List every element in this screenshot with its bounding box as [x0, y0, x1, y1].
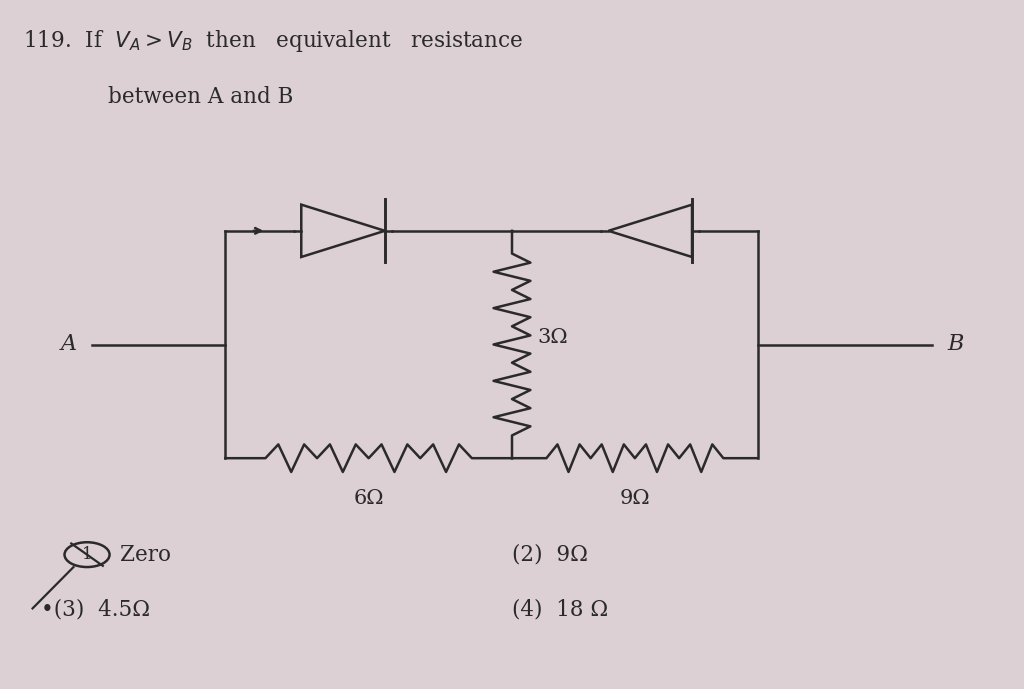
- Text: (2)  9Ω: (2) 9Ω: [512, 544, 588, 566]
- Text: 1: 1: [82, 546, 92, 563]
- Text: 3Ω: 3Ω: [538, 328, 568, 347]
- Text: 119.  If  $V_A > V_B$  then   equivalent   resistance: 119. If $V_A > V_B$ then equivalent resi…: [23, 28, 522, 54]
- Text: between A and B: between A and B: [108, 86, 293, 108]
- Text: (4)  18 Ω: (4) 18 Ω: [512, 599, 608, 621]
- Text: 6Ω: 6Ω: [353, 489, 384, 508]
- Text: •(3)  4.5Ω: •(3) 4.5Ω: [41, 599, 151, 621]
- Text: A: A: [60, 333, 77, 356]
- Text: 9Ω: 9Ω: [620, 489, 650, 508]
- Text: Zero: Zero: [120, 544, 171, 566]
- Text: B: B: [947, 333, 964, 356]
